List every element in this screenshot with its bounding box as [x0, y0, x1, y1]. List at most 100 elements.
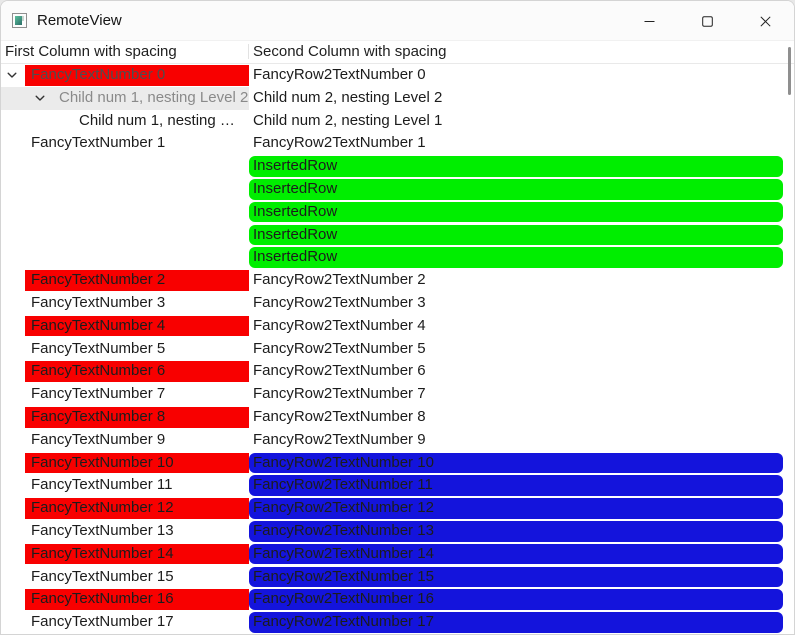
chevron-down-icon[interactable]	[35, 95, 45, 102]
cell-col2[interactable]: FancyRow2TextNumber 1	[253, 134, 426, 152]
tree-row[interactable]: Child num 1, nesting Level 1 Child num 2,…	[1, 110, 794, 133]
cell-col2[interactable]: InsertedRow	[253, 225, 338, 243]
tree-row[interactable]: FancyTextNumber 0 FancyRow2TextNumber 0	[1, 64, 794, 87]
tree-row[interactable]: FancyTextNumber 8 FancyRow2TextNumber 8	[1, 406, 794, 429]
cell-col2[interactable]: FancyRow2TextNumber 0	[253, 66, 426, 83]
cell-col1[interactable]: FancyTextNumber 8	[31, 407, 166, 425]
tree-row[interactable]: FancyTextNumber 15 FancyRow2TextNumber 15	[1, 566, 794, 589]
cell-col1[interactable]: FancyTextNumber 1	[31, 134, 166, 152]
tree-row[interactable]: FancyTextNumber 6 FancyRow2TextNumber 6	[1, 360, 794, 383]
cell-col1-red-bar[interactable]	[25, 589, 249, 610]
cell-col2-green-bar[interactable]	[249, 247, 783, 268]
cell-col2[interactable]: FancyRow2TextNumber 14	[253, 544, 434, 562]
tree-row[interactable]: InsertedRow	[1, 155, 794, 178]
scrollbar-thumb[interactable]	[788, 47, 791, 95]
cell-col1[interactable]: FancyTextNumber 2	[31, 271, 166, 289]
cell-col1[interactable]: FancyTextNumber 14	[31, 544, 174, 562]
tree-row[interactable]: InsertedRow	[1, 201, 794, 224]
tree-row[interactable]: FancyTextNumber 2 FancyRow2TextNumber 2	[1, 269, 794, 292]
cell-col2[interactable]: FancyRow2TextNumber 17	[253, 613, 434, 631]
tree-row[interactable]: FancyTextNumber 17 FancyRow2TextNumber 17	[1, 611, 794, 634]
column-header-second[interactable]: Second Column with spacing	[253, 43, 447, 60]
cell-col2[interactable]: InsertedRow	[253, 179, 338, 197]
cell-col1[interactable]: FancyTextNumber 0	[31, 66, 166, 83]
maximize-button[interactable]	[678, 1, 736, 41]
cell-col1-red-bar[interactable]	[25, 406, 249, 428]
cell-col1[interactable]: FancyTextNumber 5	[31, 339, 166, 357]
chevron-down-icon[interactable]	[7, 72, 17, 79]
tree-row[interactable]: FancyTextNumber 14 FancyRow2TextNumber 14	[1, 543, 794, 566]
cell-col2-blue-bar[interactable]	[249, 589, 783, 610]
tree-row[interactable]: Child num 1, nesting Level 2 Child num 2,…	[1, 86, 794, 110]
cell-col1-red-bar[interactable]	[25, 361, 249, 382]
close-button[interactable]	[736, 1, 794, 41]
cell-col1-red-bar[interactable]	[25, 498, 249, 519]
tree-row[interactable]: FancyTextNumber 10 FancyRow2TextNumber 10	[1, 452, 794, 475]
cell-col2-blue-bar[interactable]	[249, 566, 783, 588]
tree-row[interactable]: InsertedRow	[1, 178, 794, 201]
cell-col1[interactable]: Child num 1, nesting Level 1	[79, 111, 242, 129]
cell-col2[interactable]: FancyRow2TextNumber 16	[253, 590, 434, 608]
cell-col2[interactable]: FancyRow2TextNumber 3	[253, 293, 426, 311]
cell-col2-blue-bar[interactable]	[249, 612, 783, 633]
cell-col1[interactable]: FancyTextNumber 11	[31, 476, 173, 494]
cell-col1-red-bar[interactable]	[25, 315, 249, 337]
cell-col2[interactable]: InsertedRow	[253, 157, 338, 175]
cell-col2[interactable]: Child num 2, nesting Level 2	[253, 88, 443, 106]
tree-row[interactable]: FancyTextNumber 12 FancyRow2TextNumber 12	[1, 497, 794, 520]
cell-col1[interactable]: FancyTextNumber 10	[31, 453, 174, 471]
cell-col2-blue-bar[interactable]	[249, 520, 783, 542]
cell-col2-blue-bar[interactable]	[249, 498, 783, 519]
cell-col1[interactable]: FancyTextNumber 3	[31, 293, 166, 311]
cell-col2-green-bar[interactable]	[249, 224, 783, 246]
tree-row[interactable]: FancyTextNumber 11 FancyRow2TextNumber 11	[1, 474, 794, 497]
titlebar[interactable]: RemoteView	[1, 1, 794, 41]
tree-row[interactable]: InsertedRow	[1, 246, 794, 269]
tree-row[interactable]: InsertedRow	[1, 224, 794, 247]
cell-col2[interactable]: InsertedRow	[253, 248, 338, 266]
cell-col1[interactable]: Child num 1, nesting Level 2	[59, 88, 249, 106]
tree-row[interactable]: FancyTextNumber 3 FancyRow2TextNumber 3	[1, 292, 794, 315]
cell-col2[interactable]: FancyRow2TextNumber 4	[253, 316, 426, 334]
cell-col2-blue-bar[interactable]	[249, 543, 783, 565]
tree-row[interactable]: FancyTextNumber 9 FancyRow2TextNumber 9	[1, 429, 794, 452]
tree-row[interactable]: FancyTextNumber 5 FancyRow2TextNumber 5	[1, 338, 794, 361]
cell-col1[interactable]: FancyTextNumber 15	[31, 567, 174, 585]
cell-col1-red-bar[interactable]	[25, 270, 249, 291]
cell-col1[interactable]: FancyTextNumber 17	[31, 613, 174, 631]
cell-col2[interactable]: FancyRow2TextNumber 12	[253, 499, 434, 517]
cell-col1[interactable]: FancyTextNumber 6	[31, 362, 166, 380]
cell-col1-red-bar[interactable]	[25, 65, 249, 86]
tree-row[interactable]: FancyTextNumber 4 FancyRow2TextNumber 4	[1, 315, 794, 338]
cell-col2[interactable]: FancyRow2TextNumber 15	[253, 567, 434, 585]
cell-col2[interactable]: FancyRow2TextNumber 5	[253, 339, 426, 357]
vertical-scrollbar[interactable]	[784, 41, 794, 634]
cell-col2[interactable]: FancyRow2TextNumber 9	[253, 430, 426, 448]
cell-col2[interactable]: FancyRow2TextNumber 8	[253, 407, 426, 425]
cell-col2[interactable]: FancyRow2TextNumber 13	[253, 521, 434, 539]
cell-col1[interactable]: FancyTextNumber 13	[31, 521, 174, 539]
tree-row[interactable]: FancyTextNumber 1 FancyRow2TextNumber 1	[1, 132, 794, 155]
cell-col1-red-bar[interactable]	[25, 452, 249, 474]
cell-col1[interactable]: FancyTextNumber 9	[31, 430, 166, 448]
cell-col2[interactable]: FancyRow2TextNumber 10	[253, 453, 434, 471]
cell-col2-blue-bar[interactable]	[249, 452, 783, 474]
cell-col2[interactable]: InsertedRow	[253, 202, 338, 220]
cell-col2-green-bar[interactable]	[249, 178, 783, 200]
cell-col1[interactable]: FancyTextNumber 4	[31, 316, 166, 334]
cell-col1[interactable]: FancyTextNumber 12	[31, 499, 174, 517]
cell-col1-red-bar[interactable]	[25, 543, 249, 565]
tree-row[interactable]: FancyTextNumber 7 FancyRow2TextNumber 7	[1, 383, 794, 406]
cell-col2-blue-bar[interactable]	[249, 475, 783, 496]
cell-col2[interactable]: FancyRow2TextNumber 6	[253, 362, 426, 380]
minimize-button[interactable]	[620, 1, 678, 41]
cell-col1[interactable]: FancyTextNumber 7	[31, 385, 166, 403]
tree-row[interactable]: FancyTextNumber 13 FancyRow2TextNumber 13	[1, 520, 794, 543]
cell-col1[interactable]: FancyTextNumber 16	[31, 590, 174, 608]
cell-col2[interactable]: Child num 2, nesting Level 1	[253, 111, 443, 129]
cell-col2-green-bar[interactable]	[249, 201, 783, 223]
cell-col2[interactable]: FancyRow2TextNumber 11	[253, 476, 433, 494]
cell-col2[interactable]: FancyRow2TextNumber 7	[253, 385, 426, 403]
tree-row[interactable]: FancyTextNumber 16 FancyRow2TextNumber 16	[1, 588, 794, 611]
column-divider[interactable]	[248, 44, 249, 59]
